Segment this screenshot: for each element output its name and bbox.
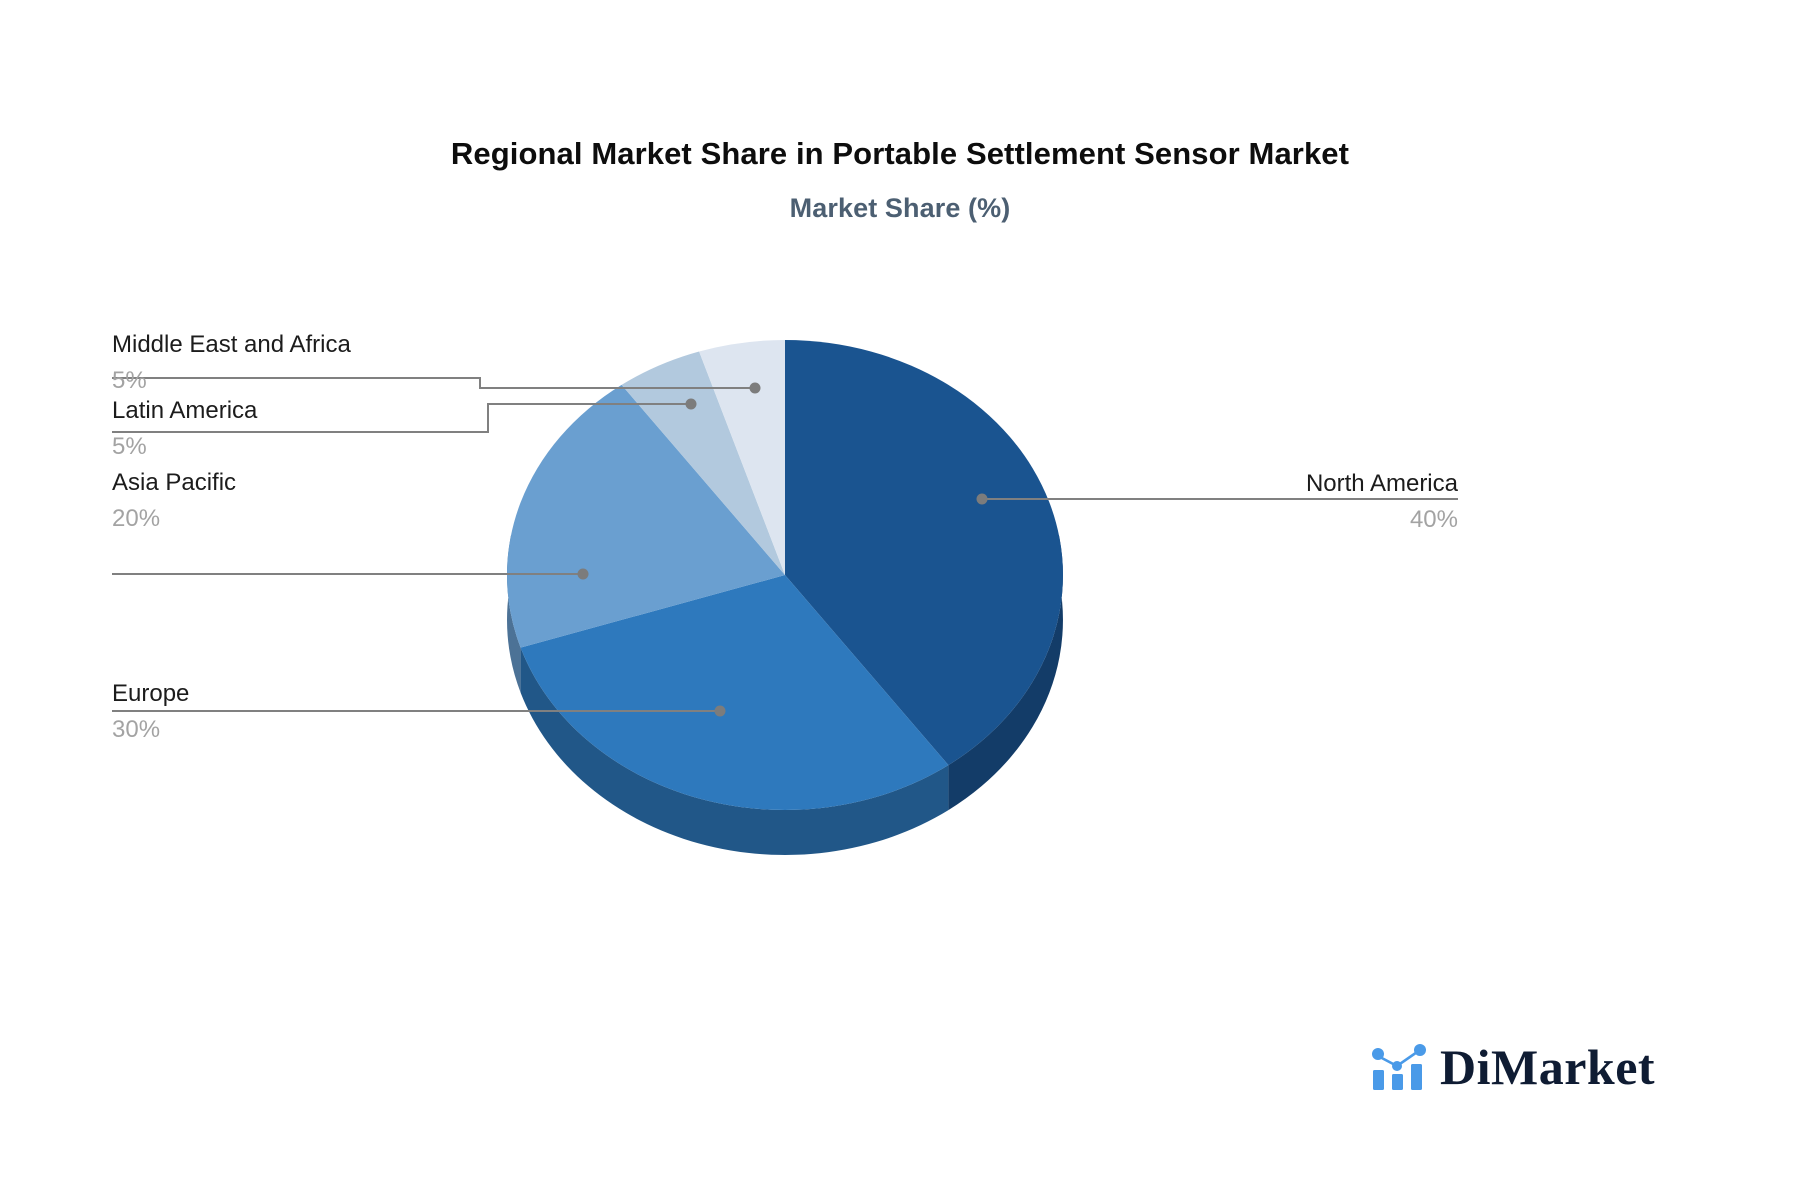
brand-logo[interactable]: DiMarket [1370,1040,1655,1094]
pie-chart-graphic [507,340,1063,855]
callout-label-middle-east-and-africa: Middle East and Africa [112,331,351,358]
bar-chart-logo-icon [1372,1044,1426,1090]
callout-asia-pacific[interactable]: Asia Pacific 20% [112,468,236,534]
pie-slice-europe[interactable] [520,575,949,810]
pie-slice-asia-pacific[interactable] [507,384,785,648]
leader-line-north-america [976,493,1458,505]
brand-name: DiMarket [1440,1039,1656,1095]
callout-label-europe: Europe [112,680,190,707]
callout-value-middle-east-and-africa: 5% [112,367,147,394]
callout-europe[interactable]: Europe 30% [112,679,189,745]
callout-value-europe: 30% [112,716,161,743]
chart-title: Regional Market Share in Portable Settle… [450,136,1350,171]
callout-north-america[interactable]: North America 40% [1306,469,1458,535]
callout-label-asia-pacific: Asia Pacific [112,469,237,496]
chart-subtitle: Market Share (%) [789,193,1011,223]
callout-label-north-america: North America [1305,470,1458,497]
pie-depth-north-america [948,535,1063,811]
callout-label-latin-america: Latin America [112,397,258,424]
pie-depth-europe [520,647,949,855]
leader-line-latin-america [112,398,697,433]
leader-line-asia-pacific [112,568,589,580]
callout-value-asia-pacific: 20% [112,505,161,532]
pie-slice-latin-america[interactable] [621,351,785,576]
callout-value-north-america: 40% [1409,506,1458,533]
pie-slice-middle-east-and-africa[interactable] [699,340,785,575]
pie-slices [507,340,1063,810]
callout-value-latin-america: 5% [112,433,147,460]
callout-latin-america[interactable]: Latin America 5% [112,396,257,462]
leader-line-middle-east-and-africa [112,377,761,394]
leader-line-europe [112,705,726,717]
pie-slice-north-america[interactable] [785,340,1063,766]
callout-middle-east-and-africa[interactable]: Middle East and Africa 5% [112,330,351,396]
